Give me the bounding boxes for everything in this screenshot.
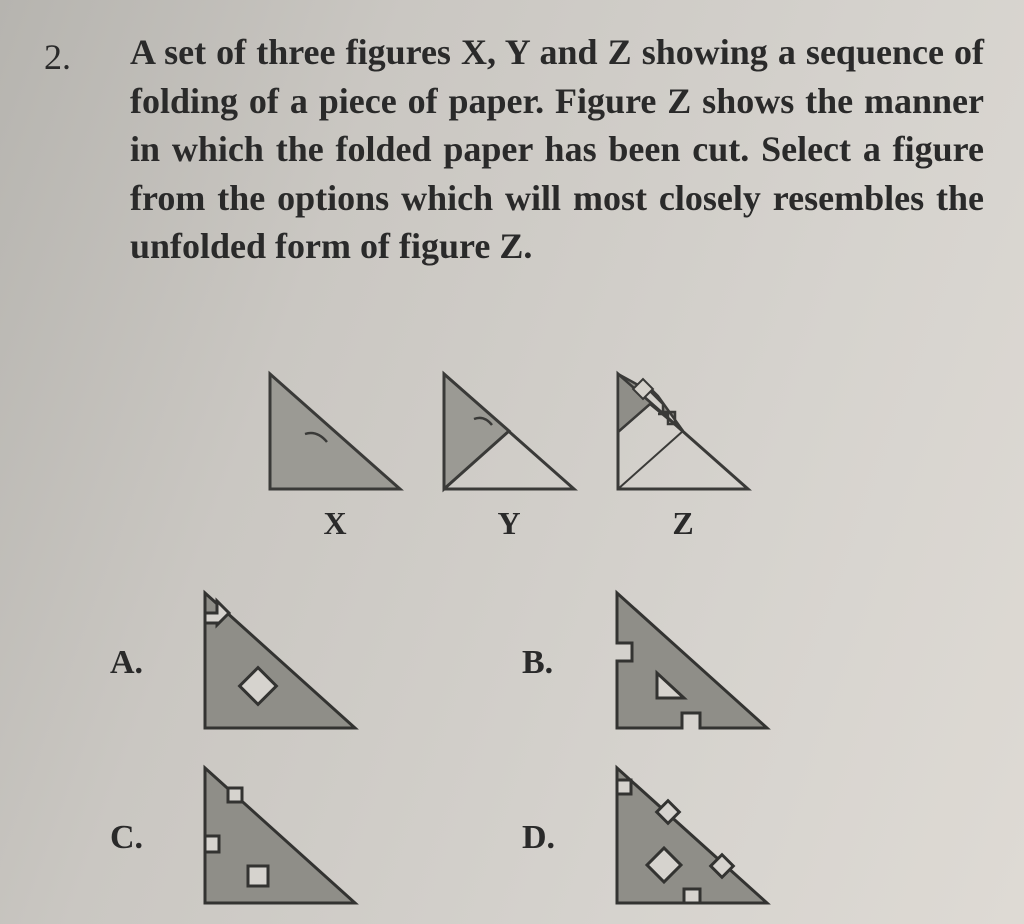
option-c-figure [190,758,502,918]
figure-z-cell: Z [608,364,758,542]
option-b-figure [602,583,914,743]
question-number: 2. [44,36,71,78]
option-b-icon [602,583,782,743]
option-d-label: D. [522,819,582,857]
problem-figure-row: X Y [260,364,758,542]
option-d-icon [602,758,782,918]
option-a-label: A. [110,644,170,682]
option-b-label: B. [522,644,582,682]
figure-z-label: Z [672,505,693,542]
option-a-figure [190,583,502,743]
figure-x-cell: X [260,364,410,542]
option-d-figure [602,758,914,918]
figure-z-icon [608,364,758,499]
options-grid: A. B. C. [110,580,914,920]
figure-y-icon [434,364,584,499]
question-text: A set of three figures X, Y and Z showin… [130,28,984,271]
figure-x-icon [260,364,410,499]
option-a-icon [190,583,370,743]
figure-x-label: X [323,505,346,542]
figure-y-cell: Y [434,364,584,542]
option-c-icon [190,758,370,918]
page: 2. A set of three figures X, Y and Z sho… [0,0,1024,924]
option-c-label: C. [110,819,170,857]
figure-y-label: Y [497,505,520,542]
